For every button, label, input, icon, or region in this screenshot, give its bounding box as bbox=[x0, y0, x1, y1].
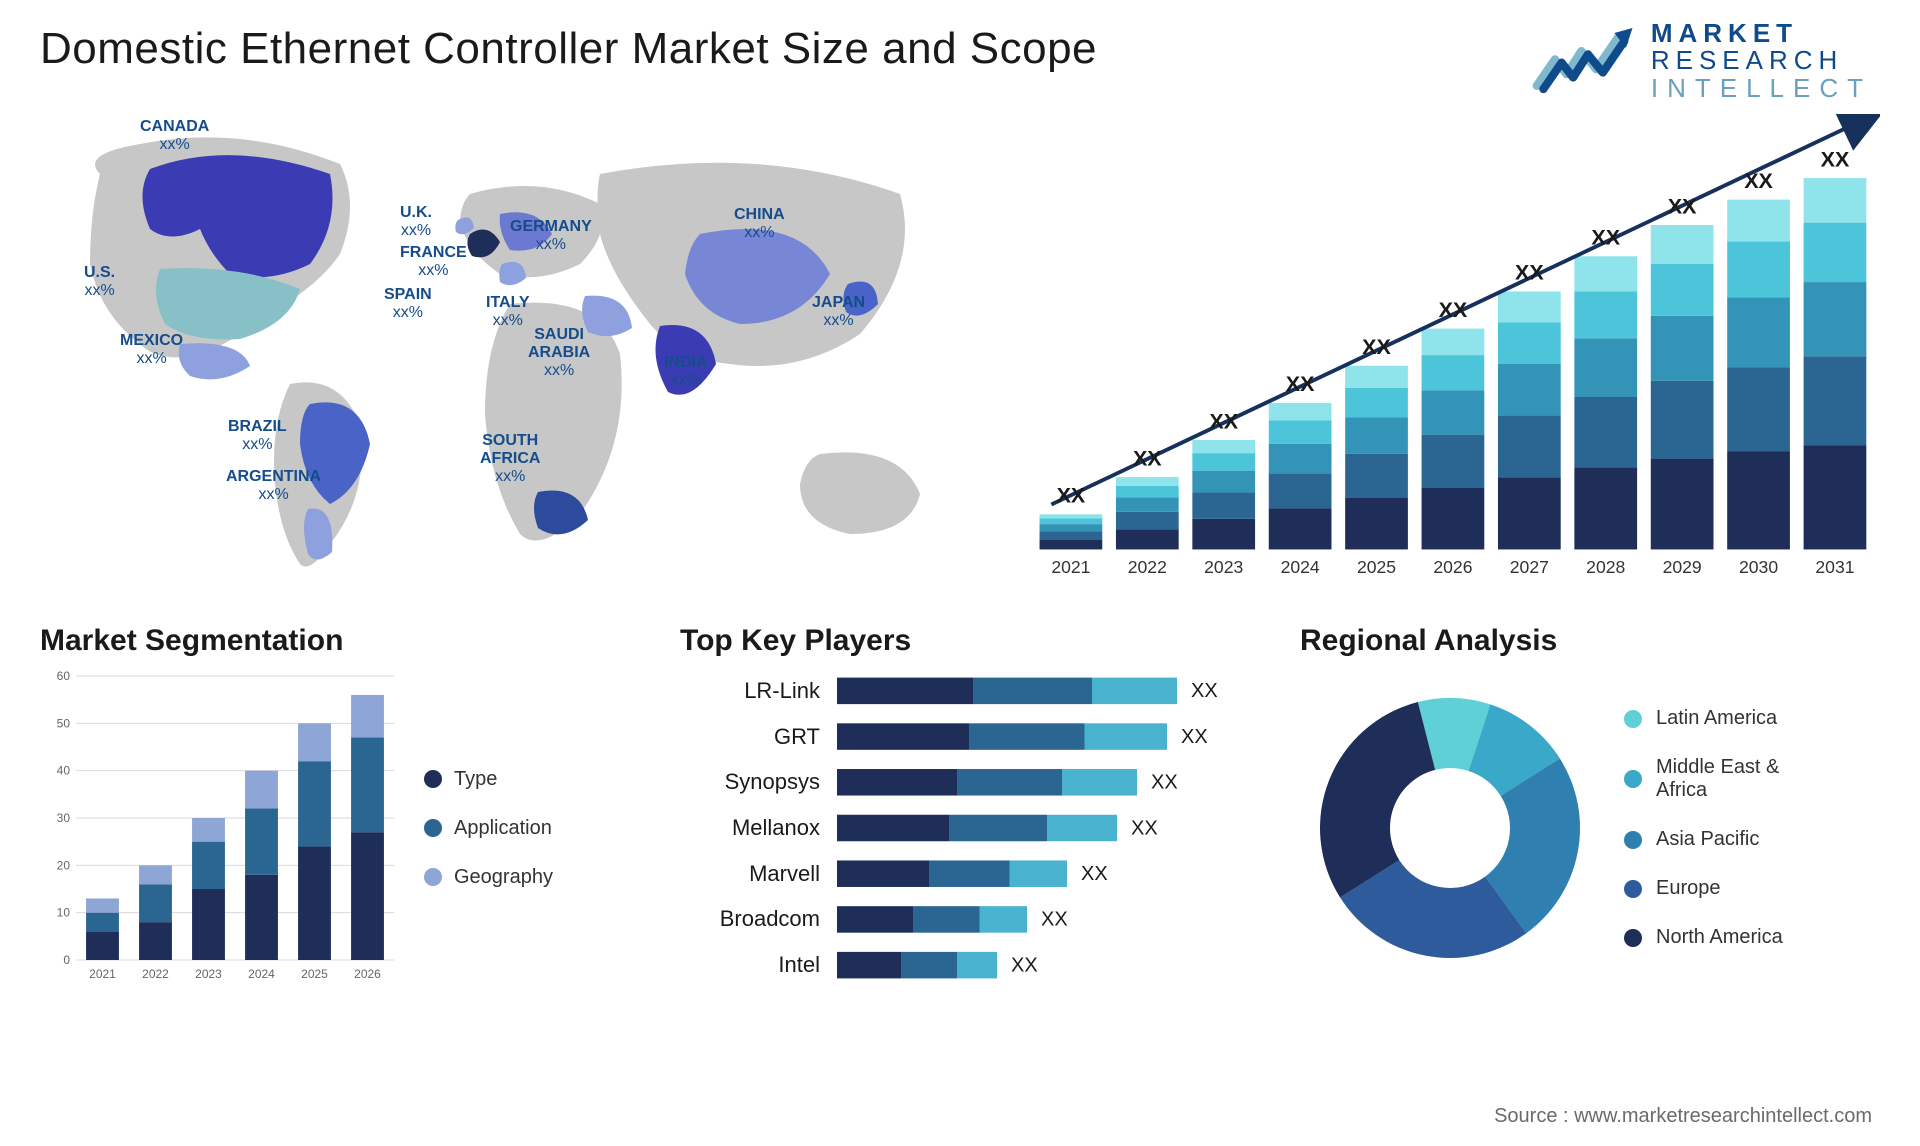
svg-text:2030: 2030 bbox=[1739, 557, 1778, 577]
map-label: CANADAxx% bbox=[140, 118, 209, 154]
svg-text:XX: XX bbox=[1362, 335, 1391, 359]
svg-text:0: 0 bbox=[63, 953, 70, 967]
players-labels: LR-Link GRT Synopsys Mellanox Marvell Broadco… bbox=[680, 668, 820, 988]
svg-text:2027: 2027 bbox=[1510, 557, 1549, 577]
map-label: GERMANYxx% bbox=[510, 218, 592, 254]
world-map bbox=[40, 114, 1000, 594]
svg-text:2031: 2031 bbox=[1815, 557, 1854, 577]
svg-text:20: 20 bbox=[57, 858, 71, 872]
players-panel: Top Key Players LR-Link GRT Synopsys Mellan… bbox=[680, 624, 1280, 1024]
svg-text:2024: 2024 bbox=[1281, 557, 1320, 577]
infographic-page: Domestic Ethernet Controller Market Size… bbox=[0, 0, 1920, 1146]
svg-text:XX: XX bbox=[1668, 194, 1697, 218]
svg-text:XX: XX bbox=[1191, 680, 1218, 702]
segmentation-legend: Type Application Geography bbox=[424, 668, 553, 988]
svg-text:XX: XX bbox=[1151, 772, 1178, 794]
regional-donut bbox=[1300, 678, 1600, 978]
svg-text:2026: 2026 bbox=[354, 967, 381, 981]
regional-legend: Latin America Middle East &Africa Asia Pac… bbox=[1624, 707, 1783, 949]
svg-text:2023: 2023 bbox=[1204, 557, 1243, 577]
svg-text:XX: XX bbox=[1209, 409, 1238, 433]
svg-text:XX: XX bbox=[1744, 169, 1773, 193]
segmentation-chart: 2021 2022 2023 2024 2025 2026 0 10 20 30 40 50 60 bbox=[40, 668, 400, 988]
regional-panel: Regional Analysis Latin America Middle Ea… bbox=[1300, 624, 1880, 1024]
map-label: SAUDIARABIAxx% bbox=[528, 326, 590, 380]
player-label: GRT bbox=[774, 724, 820, 750]
svg-text:2029: 2029 bbox=[1663, 557, 1702, 577]
player-label: Intel bbox=[778, 952, 820, 978]
svg-text:XX: XX bbox=[1133, 446, 1162, 470]
logo-line3: INTELLECT bbox=[1651, 75, 1872, 102]
svg-text:40: 40 bbox=[57, 764, 71, 778]
top-row: CANADAxx% U.S.xx% MEXICOxx% BRAZILxx% ARGENT… bbox=[40, 114, 1880, 594]
map-label: MEXICOxx% bbox=[120, 332, 183, 368]
svg-text:XX: XX bbox=[1439, 298, 1468, 322]
player-label: LR-Link bbox=[744, 678, 820, 704]
svg-text:2025: 2025 bbox=[1357, 557, 1396, 577]
svg-text:2021: 2021 bbox=[89, 967, 116, 981]
brand-logo: MARKET RESEARCH INTELLECT bbox=[1531, 20, 1872, 102]
segmentation-legend-item: Geography bbox=[424, 866, 553, 889]
logo-line2: RESEARCH bbox=[1651, 47, 1872, 74]
svg-text:60: 60 bbox=[57, 669, 71, 683]
svg-text:2026: 2026 bbox=[1433, 557, 1472, 577]
svg-text:2028: 2028 bbox=[1586, 557, 1625, 577]
bottom-row: Market Segmentation 2021 2022 2023 2024 2025… bbox=[40, 624, 1880, 1024]
svg-text:10: 10 bbox=[57, 906, 71, 920]
map-label: BRAZILxx% bbox=[228, 418, 287, 454]
map-label: INDIAxx% bbox=[664, 354, 708, 390]
svg-text:XX: XX bbox=[1821, 147, 1850, 171]
map-label: ARGENTINAxx% bbox=[226, 468, 321, 504]
map-label: SPAINxx% bbox=[384, 286, 432, 322]
svg-text:2024: 2024 bbox=[248, 967, 275, 981]
segmentation-legend-item: Application bbox=[424, 817, 553, 840]
regional-legend-item: Europe bbox=[1624, 877, 1783, 900]
svg-text:XX: XX bbox=[1131, 817, 1158, 839]
svg-text:30: 30 bbox=[57, 811, 71, 825]
svg-text:XX: XX bbox=[1081, 863, 1108, 885]
segmentation-panel: Market Segmentation 2021 2022 2023 2024 2025… bbox=[40, 624, 660, 1024]
regional-legend-item: Middle East &Africa bbox=[1624, 756, 1783, 802]
regional-legend-item: Latin America bbox=[1624, 707, 1783, 730]
svg-text:XX: XX bbox=[1057, 484, 1086, 508]
brand-logo-mark bbox=[1531, 28, 1635, 94]
map-label: SOUTHAFRICAxx% bbox=[480, 432, 540, 486]
players-chart: XX XX XX XX XX XX XX bbox=[834, 668, 1280, 988]
svg-text:XX: XX bbox=[1286, 372, 1315, 396]
map-label: U.S.xx% bbox=[84, 264, 115, 300]
segmentation-legend-item: Type bbox=[424, 768, 553, 791]
player-label: Mellanox bbox=[732, 815, 820, 841]
svg-text:2022: 2022 bbox=[1128, 557, 1167, 577]
regional-legend-item: Asia Pacific bbox=[1624, 828, 1783, 851]
regional-legend-item: North America bbox=[1624, 926, 1783, 949]
svg-text:XX: XX bbox=[1181, 726, 1208, 748]
player-label: Synopsys bbox=[725, 769, 820, 795]
players-title: Top Key Players bbox=[680, 624, 1280, 658]
map-label: CHINAxx% bbox=[734, 206, 785, 242]
map-label: JAPANxx% bbox=[812, 294, 865, 330]
svg-text:2022: 2022 bbox=[142, 967, 169, 981]
svg-text:XX: XX bbox=[1591, 226, 1620, 250]
logo-line1: MARKET bbox=[1651, 20, 1872, 47]
svg-text:2023: 2023 bbox=[195, 967, 222, 981]
svg-text:XX: XX bbox=[1041, 909, 1068, 931]
svg-text:XX: XX bbox=[1515, 261, 1544, 285]
map-label: U.K.xx% bbox=[400, 204, 432, 240]
segmentation-title: Market Segmentation bbox=[40, 624, 660, 658]
player-label: Marvell bbox=[749, 861, 820, 887]
svg-text:2021: 2021 bbox=[1051, 557, 1090, 577]
regional-title: Regional Analysis bbox=[1300, 624, 1880, 658]
map-label: ITALYxx% bbox=[486, 294, 530, 330]
growth-chart: 2021 2022 2023 2024 2025 2026 2027 2028 2029 2030… bbox=[1020, 114, 1880, 594]
svg-text:2025: 2025 bbox=[301, 967, 328, 981]
map-label: FRANCExx% bbox=[400, 244, 467, 280]
svg-text:50: 50 bbox=[57, 716, 71, 730]
svg-text:XX: XX bbox=[1011, 954, 1038, 976]
player-label: Broadcom bbox=[720, 906, 820, 932]
brand-logo-text: MARKET RESEARCH INTELLECT bbox=[1651, 20, 1872, 102]
world-map-panel: CANADAxx% U.S.xx% MEXICOxx% BRAZILxx% ARGENT… bbox=[40, 114, 1000, 594]
growth-chart-panel: 2021 2022 2023 2024 2025 2026 2027 2028 2029 2030… bbox=[1020, 114, 1880, 594]
source-attribution: Source : www.marketresearchintellect.com bbox=[1494, 1105, 1872, 1128]
